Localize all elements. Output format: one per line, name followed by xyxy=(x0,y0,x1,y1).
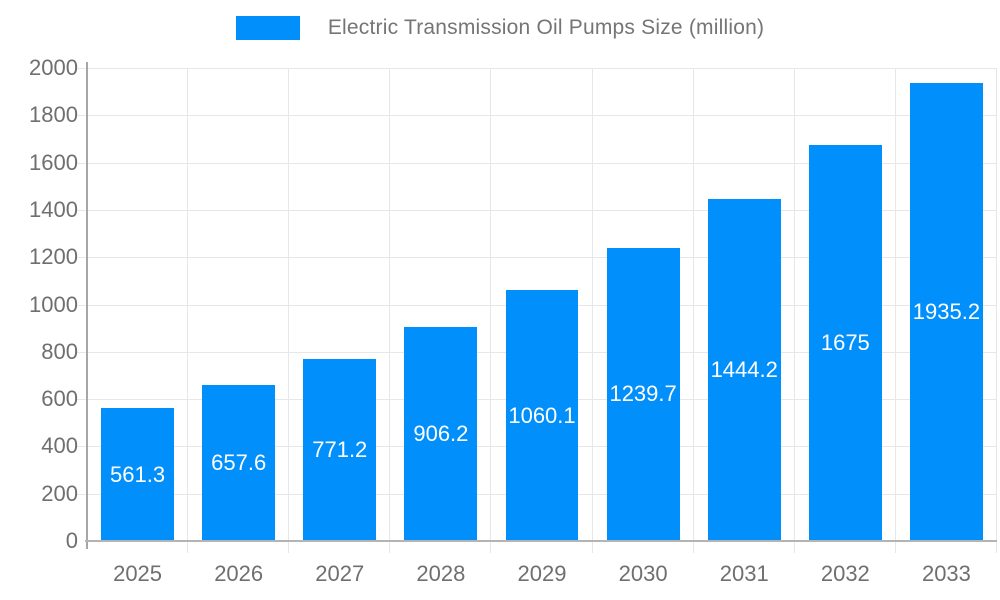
bar-2030[interactable]: 1239.7 xyxy=(606,247,680,541)
v-gridline xyxy=(692,68,694,553)
v-gridline xyxy=(894,68,896,553)
x-axis-labels: 2025 2026 2027 2028 2029 2030 2031 2032 2033 xyxy=(87,559,997,589)
x-axis-tick-label: 2029 xyxy=(517,561,567,586)
bar-value-label: 771.2 xyxy=(312,436,368,462)
v-gridline xyxy=(187,68,189,553)
y-axis-line xyxy=(86,62,88,549)
x-axis-tick-label: 2032 xyxy=(820,561,870,586)
bar-value-label: 906.2 xyxy=(413,420,469,446)
y-axis-tick-label: 1000 xyxy=(29,291,78,317)
v-gridline xyxy=(591,68,593,553)
y-axis-tick-label: 1200 xyxy=(29,244,78,270)
bar-value-label: 1239.7 xyxy=(609,381,677,407)
legend: Electric Transmission Oil Pumps Size (mi… xyxy=(0,0,1000,56)
v-gridline xyxy=(793,68,795,553)
h-gridline xyxy=(77,68,997,69)
bar-2028[interactable]: 906.2 xyxy=(404,326,478,541)
x-axis-tick-label: 2028 xyxy=(416,561,466,586)
x-axis-tick-label: 2033 xyxy=(921,561,971,586)
bar-value-label: 657.6 xyxy=(211,450,267,476)
bar-value-label: 1935.2 xyxy=(912,299,981,325)
x-axis-tick-label: 2030 xyxy=(618,561,668,586)
y-axis-tick-label: 800 xyxy=(41,338,78,364)
legend-label: Electric Transmission Oil Pumps Size (mi… xyxy=(327,16,765,39)
x-axis-tick-label: 2031 xyxy=(719,561,769,586)
bar-value-label: 1675 xyxy=(820,329,870,355)
y-axis-tick-label: 200 xyxy=(41,480,78,506)
y-axis-tick-label: 1400 xyxy=(29,196,78,222)
y-axis-tick-label: 400 xyxy=(41,433,78,459)
v-gridline xyxy=(389,68,391,553)
bar-2029[interactable]: 1060.1 xyxy=(505,290,579,541)
x-axis-tick-label: 2027 xyxy=(315,561,365,586)
v-gridline xyxy=(288,68,290,553)
v-gridline xyxy=(490,68,492,553)
h-gridline xyxy=(77,209,997,211)
bar-2026[interactable]: 657.6 xyxy=(202,385,276,541)
bar-value-label: 561.3 xyxy=(110,461,166,487)
y-axis-tick-label: 2000 xyxy=(29,55,78,80)
x-axis-tick-label: 2025 xyxy=(113,561,163,586)
x-axis-line xyxy=(85,540,997,542)
y-axis-tick-label: 0 xyxy=(65,528,78,553)
legend-item[interactable]: Electric Transmission Oil Pumps Size (mi… xyxy=(235,16,765,40)
bar-2033[interactable]: 1935.2 xyxy=(910,83,983,541)
h-gridline xyxy=(77,257,997,259)
y-axis-tick-label: 1800 xyxy=(29,102,78,128)
bar-value-label: 1444.2 xyxy=(710,357,778,383)
v-gridline xyxy=(996,68,997,553)
bar-2032[interactable]: 1675 xyxy=(808,144,882,541)
h-gridline xyxy=(77,162,997,164)
h-gridline xyxy=(77,115,997,117)
legend-swatch-icon xyxy=(235,16,300,40)
y-axis-tick-label: 600 xyxy=(41,386,78,412)
y-axis-labels: 0 200 400 600 800 1000 1200 1400 1600 1800 2000 xyxy=(0,0,78,600)
y-axis-tick-label: 1600 xyxy=(29,149,78,175)
bar-2031[interactable]: 1444.2 xyxy=(707,199,781,541)
bar-2027[interactable]: 771.2 xyxy=(303,358,377,541)
bar-2025[interactable]: 561.3 xyxy=(101,408,174,541)
plot-area: 561.3 657.6 771.2 906.2 1060.1 1239.7 1444.2 16… xyxy=(77,62,997,553)
x-axis-tick-label: 2026 xyxy=(214,561,264,586)
bar-value-label: 1060.1 xyxy=(508,402,576,428)
